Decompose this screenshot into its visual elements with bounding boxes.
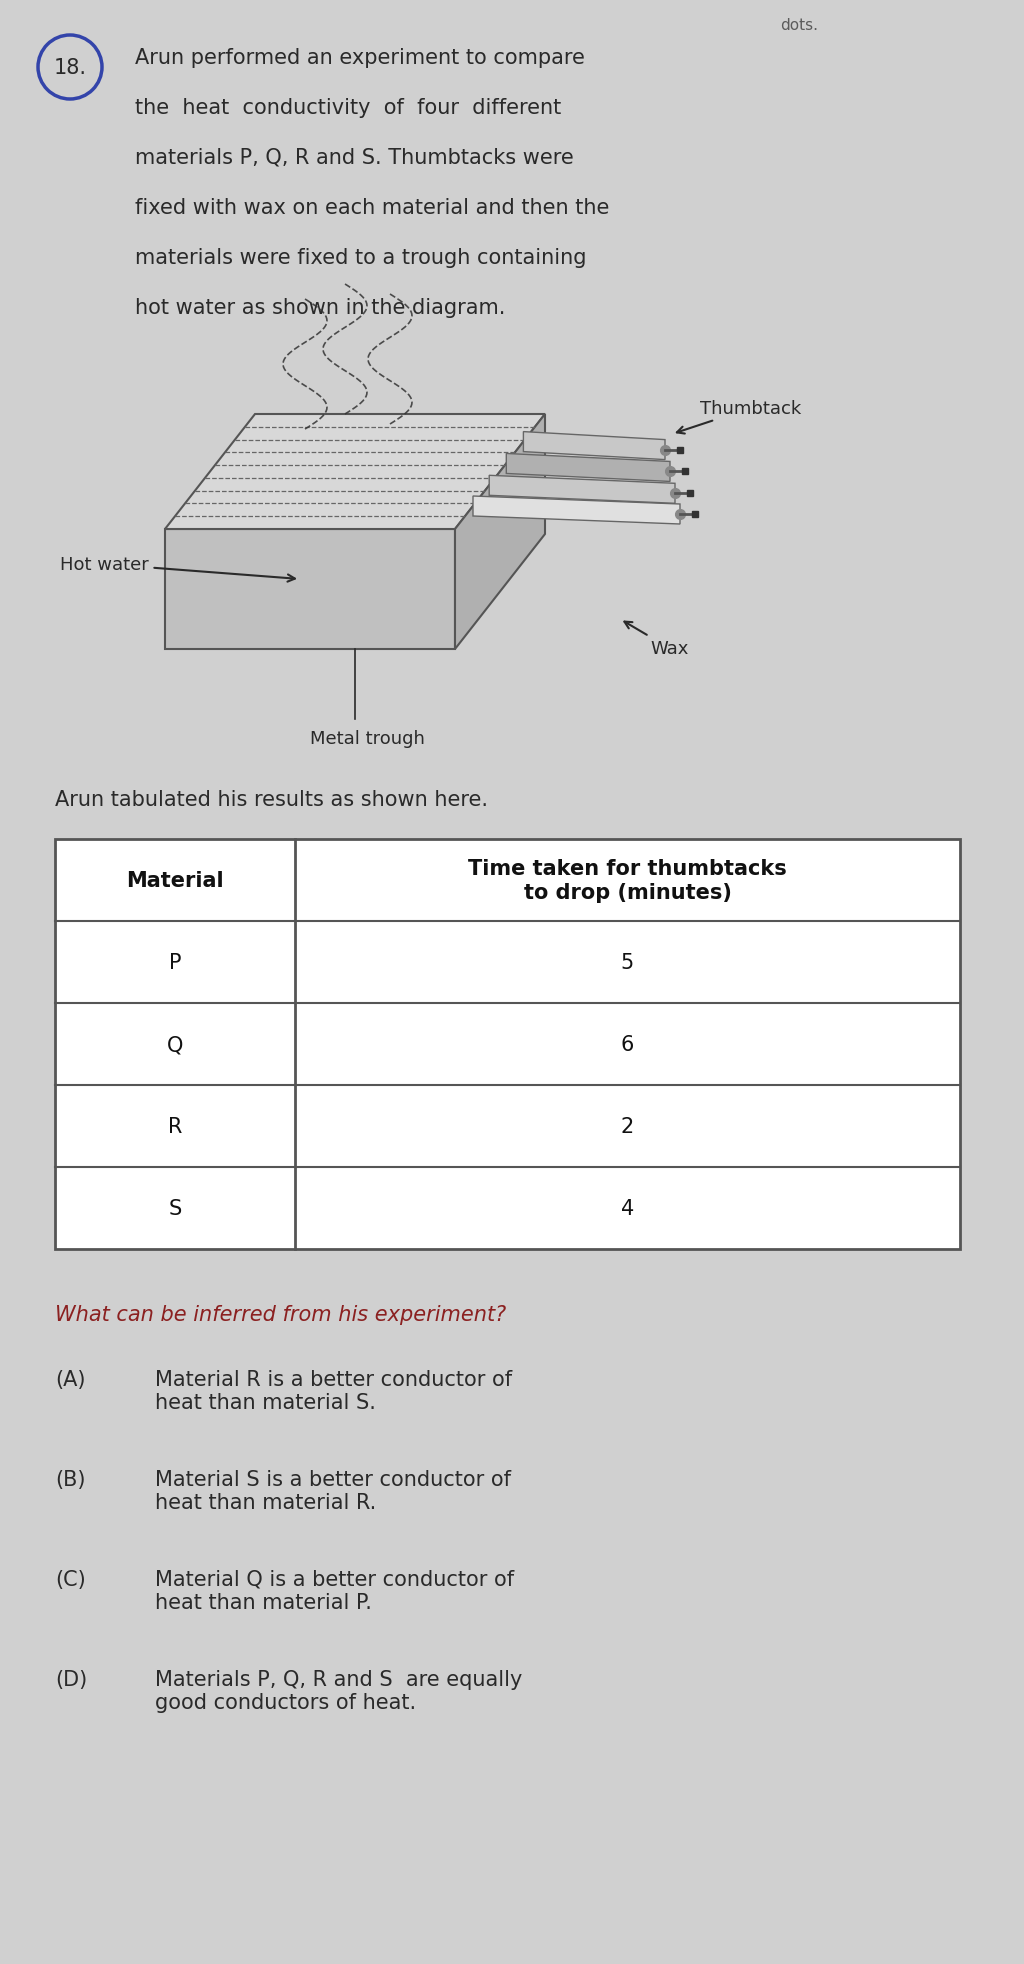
Text: Material S is a better conductor of
heat than material R.: Material S is a better conductor of heat… — [155, 1469, 511, 1512]
Text: materials were fixed to a trough containing: materials were fixed to a trough contain… — [135, 247, 587, 267]
Text: Materials P, Q, R and S  are equally
good conductors of heat.: Materials P, Q, R and S are equally good… — [155, 1669, 522, 1713]
Text: 6: 6 — [621, 1035, 634, 1055]
Polygon shape — [165, 530, 455, 650]
Text: 4: 4 — [621, 1198, 634, 1218]
Polygon shape — [489, 475, 675, 505]
Polygon shape — [523, 432, 665, 460]
Text: Material Q is a better conductor of
heat than material P.: Material Q is a better conductor of heat… — [155, 1569, 514, 1612]
Polygon shape — [455, 414, 545, 650]
Text: Material: Material — [126, 870, 224, 890]
Text: Arun tabulated his results as shown here.: Arun tabulated his results as shown here… — [55, 790, 488, 809]
Text: 2: 2 — [621, 1116, 634, 1137]
Text: Wax: Wax — [625, 623, 688, 658]
Text: hot water as shown in the diagram.: hot water as shown in the diagram. — [135, 299, 506, 318]
Text: materials P, Q, R and S. Thumbtacks were: materials P, Q, R and S. Thumbtacks were — [135, 147, 573, 167]
Text: the  heat  conductivity  of  four  different: the heat conductivity of four different — [135, 98, 561, 118]
Text: Hot water: Hot water — [60, 556, 295, 583]
Text: S: S — [168, 1198, 181, 1218]
Text: Time taken for thumbtacks
to drop (minutes): Time taken for thumbtacks to drop (minut… — [468, 858, 786, 901]
Text: What can be inferred from his experiment?: What can be inferred from his experiment… — [55, 1304, 506, 1324]
Text: 5: 5 — [621, 953, 634, 972]
FancyBboxPatch shape — [55, 839, 961, 1249]
Text: fixed with wax on each material and then the: fixed with wax on each material and then… — [135, 198, 609, 218]
Text: Material R is a better conductor of
heat than material S.: Material R is a better conductor of heat… — [155, 1369, 512, 1412]
Text: dots.: dots. — [780, 18, 818, 33]
Text: (B): (B) — [55, 1469, 85, 1489]
Text: Metal trough: Metal trough — [310, 731, 425, 748]
Text: (A): (A) — [55, 1369, 85, 1389]
Text: 18.: 18. — [53, 59, 86, 79]
Text: P: P — [169, 953, 181, 972]
Text: (D): (D) — [55, 1669, 87, 1689]
Text: (C): (C) — [55, 1569, 86, 1589]
Text: Thumbtack: Thumbtack — [677, 401, 801, 434]
Polygon shape — [506, 454, 670, 483]
Text: R: R — [168, 1116, 182, 1137]
Text: Arun performed an experiment to compare: Arun performed an experiment to compare — [135, 47, 585, 69]
Polygon shape — [473, 497, 680, 524]
Polygon shape — [165, 414, 545, 530]
Text: Q: Q — [167, 1035, 183, 1055]
